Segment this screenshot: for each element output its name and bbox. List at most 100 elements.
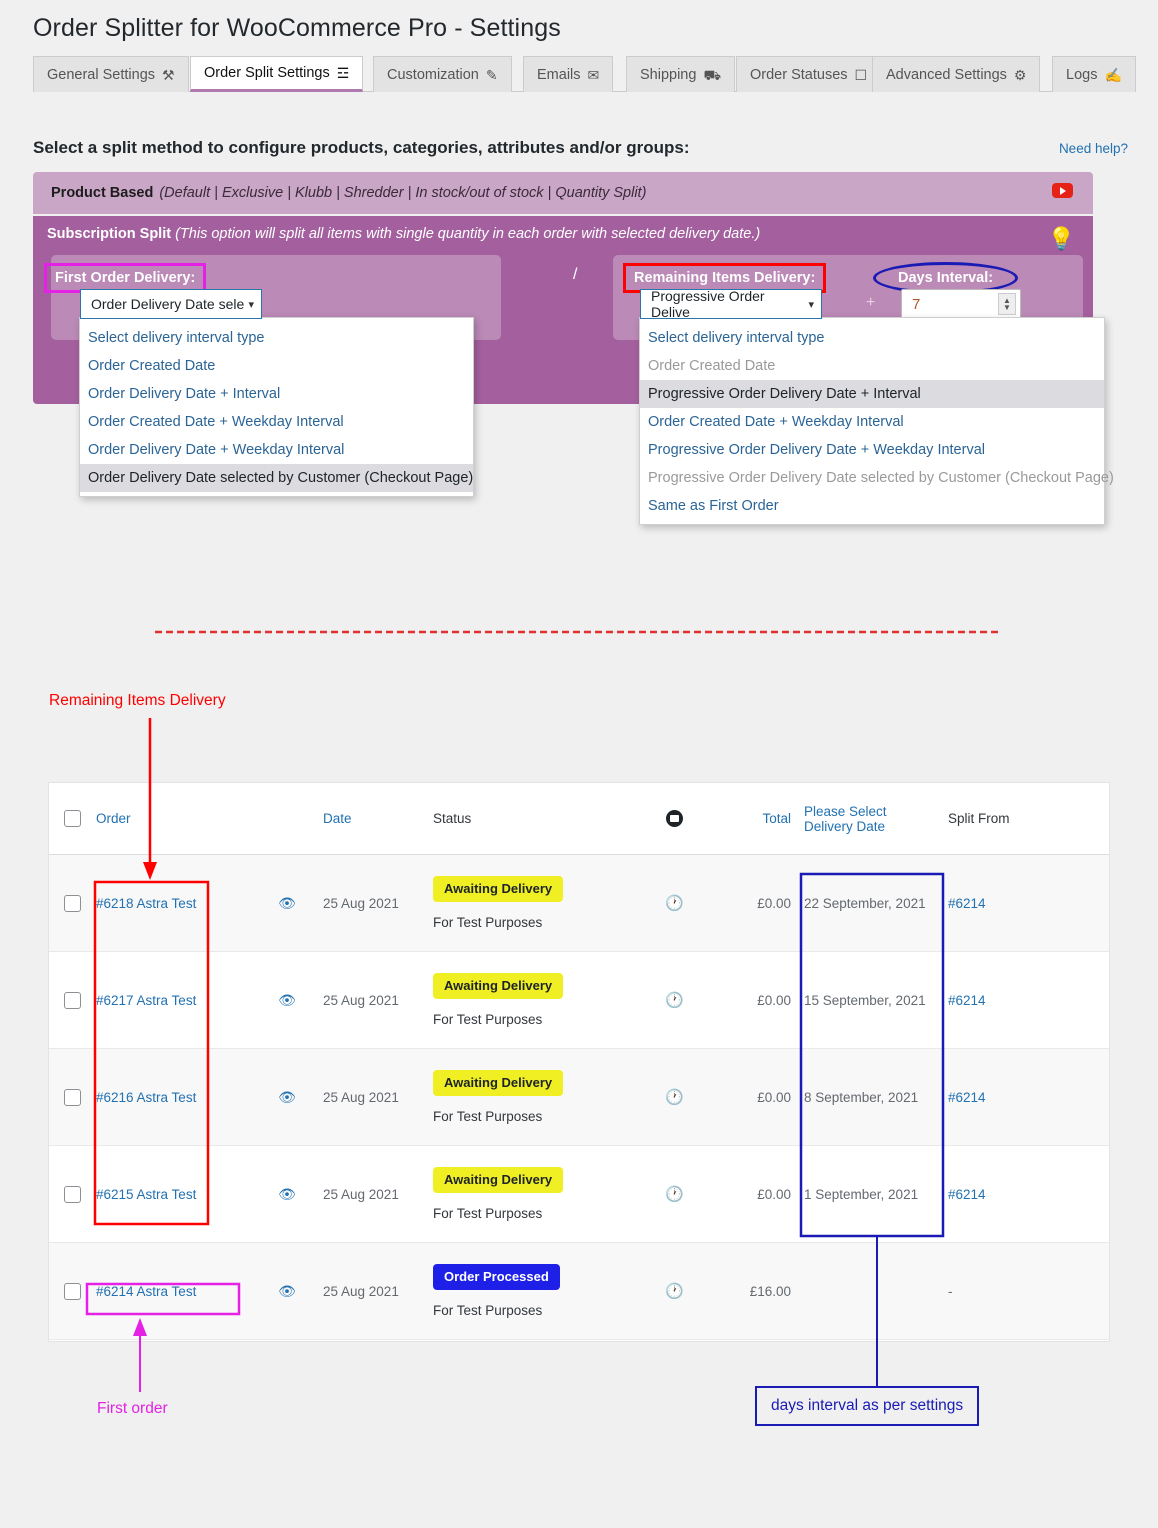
dropdown-option[interactable]: Select delivery interval type — [648, 330, 825, 346]
clock-icon[interactable]: 🕐 — [665, 895, 684, 912]
cell-date: 25 Aug 2021 — [323, 992, 399, 1008]
cell-delivery-date[interactable]: 8 September, 2021 — [804, 1089, 919, 1105]
cell-history: 🕐 — [633, 1185, 716, 1203]
row-checkbox[interactable] — [64, 991, 81, 1009]
column-header-split-from[interactable]: Split From — [948, 811, 1010, 826]
need-help-link[interactable]: Need help? — [1058, 141, 1128, 156]
tab-order-statuses[interactable]: Order Statuses ☐ — [736, 56, 882, 92]
row-checkbox[interactable] — [64, 1088, 81, 1106]
stepper-down-icon[interactable]: ▼ — [1003, 303, 1011, 312]
cell-order: #6214 Astra Test — [96, 1284, 251, 1299]
row-checkbox-cell — [49, 894, 96, 912]
eye-icon[interactable]: 👁 — [278, 991, 296, 1008]
lightbulb-icon[interactable]: 💡 — [1047, 226, 1075, 251]
column-header-status[interactable]: Status — [433, 811, 472, 826]
first-order-delivery-dropdown[interactable]: Select delivery interval type Order Creat… — [79, 317, 474, 497]
remaining-items-delivery-select[interactable]: Progressive Order Delive ▾ — [640, 288, 822, 320]
row-checkbox-cell — [49, 1282, 96, 1300]
cell-split-from: #6214 — [937, 993, 1057, 1008]
truck-icon: ⛟ — [703, 66, 722, 83]
status-note: For Test Purposes — [433, 1012, 543, 1028]
table-row: #6218 Astra Test 👁 25 Aug 2021 Awaiting Del… — [49, 855, 1109, 952]
tab-order-split-settings[interactable]: Order Split Settings ☲ — [190, 56, 364, 92]
tab-logs[interactable]: Logs ✍ — [1052, 56, 1136, 92]
dropdown-option[interactable]: Progressive Order Delivery Date + Interv… — [640, 380, 1104, 408]
column-header-delivery-date-line2: Delivery Date — [804, 818, 886, 834]
tab-customization[interactable]: Customization ✎ — [373, 56, 512, 92]
split-from-link[interactable]: #6214 — [948, 895, 986, 911]
dropdown-option[interactable]: Order Delivery Date selected by Customer… — [80, 464, 473, 492]
stepper-up-icon[interactable]: ▲ — [1003, 296, 1011, 305]
column-header-total[interactable]: Total — [762, 811, 791, 826]
eye-icon[interactable]: 👁 — [278, 1088, 296, 1105]
clock-icon[interactable]: 🕐 — [665, 992, 684, 1009]
dropdown-option[interactable]: Order Delivery Date + Interval — [88, 386, 281, 402]
first-order-delivery-select[interactable]: Order Delivery Date sele ▾ — [80, 289, 262, 319]
status-badge: Awaiting Delivery — [433, 875, 564, 903]
row-checkbox-cell — [49, 1185, 96, 1203]
youtube-icon[interactable] — [1052, 183, 1073, 198]
mail-icon: ✉ — [587, 66, 600, 83]
order-link[interactable]: #6214 Astra Test — [96, 1283, 197, 1299]
select-all-checkbox[interactable] — [64, 810, 81, 827]
dropdown-option[interactable]: Same as First Order — [648, 498, 779, 514]
dropdown-option[interactable]: Order Delivery Date + Weekday Interval — [88, 442, 345, 458]
tab-emails[interactable]: Emails ✉ — [523, 56, 614, 92]
split-from-link[interactable]: #6214 — [948, 992, 986, 1008]
eye-icon[interactable]: 👁 — [278, 894, 296, 911]
days-interval-input[interactable]: 7 ▲ ▼ — [901, 289, 1021, 319]
eye-icon[interactable]: 👁 — [278, 1185, 296, 1202]
cell-delivery-date[interactable]: 22 September, 2021 — [804, 895, 926, 911]
split-from-link[interactable]: #6214 — [948, 1186, 986, 1202]
remaining-items-delivery-dropdown[interactable]: Select delivery interval type Order Creat… — [639, 317, 1114, 525]
days-interval-stepper[interactable]: ▲ ▼ — [998, 293, 1016, 315]
panel-product-based[interactable]: Product Based (Default | Exclusive | Klu… — [33, 172, 1093, 214]
column-header-delivery-date[interactable]: Please Select Delivery Date — [791, 804, 937, 834]
row-checkbox[interactable] — [64, 1185, 81, 1203]
tab-advanced-settings[interactable]: Advanced Settings ⚙ — [872, 56, 1041, 92]
dropdown-option: Progressive Order Delivery Date selected… — [648, 470, 1114, 486]
eye-icon[interactable]: 👁 — [278, 1282, 296, 1299]
order-link[interactable]: #6218 Astra Test — [96, 895, 197, 911]
cell-preview: 👁 — [251, 895, 323, 912]
cell-delivery-date[interactable]: 15 September, 2021 — [804, 992, 926, 1008]
cell-history: 🕐 — [633, 1088, 716, 1106]
order-link[interactable]: #6216 Astra Test — [96, 1089, 197, 1105]
clock-icon[interactable]: 🕐 — [665, 1283, 684, 1300]
cell-delivery-date[interactable]: 1 September, 2021 — [804, 1186, 919, 1202]
column-header-delivery-date-line1: Please Select — [804, 803, 887, 819]
cell-split-from: #6214 — [937, 1090, 1057, 1105]
log-icon: ✍ — [1104, 66, 1122, 83]
split-from-value: - — [948, 1283, 953, 1299]
chevron-down-icon: ▾ — [248, 298, 254, 311]
cell-split-from: #6214 — [937, 896, 1057, 911]
dropdown-option[interactable]: Order Created Date + Weekday Interval — [88, 414, 344, 430]
panel-product-based-title: Product Based — [51, 185, 154, 201]
cell-date: 25 Aug 2021 — [323, 1186, 399, 1202]
cell-order: #6217 Astra Test — [96, 993, 251, 1008]
column-header-order[interactable]: Order — [96, 811, 131, 826]
tab-label: Advanced Settings — [886, 66, 1007, 83]
order-link[interactable]: #6215 Astra Test — [96, 1186, 197, 1202]
row-checkbox[interactable] — [64, 1282, 81, 1300]
dropdown-option[interactable]: Progressive Order Delivery Date + Weekda… — [648, 442, 985, 458]
tab-general-settings[interactable]: General Settings ⚒ — [33, 56, 189, 92]
status-badge: Order Processed — [433, 1263, 560, 1291]
tab-label: Emails — [537, 66, 581, 83]
clock-icon[interactable]: 🕐 — [665, 1186, 684, 1203]
table-body: #6218 Astra Test 👁 25 Aug 2021 Awaiting Del… — [49, 855, 1109, 1340]
tab-shipping[interactable]: Shipping ⛟ — [626, 56, 736, 92]
column-header-date[interactable]: Date — [323, 811, 352, 826]
settings-tab-bar: General Settings ⚒ Order Split Settings ☲ Cu… — [33, 56, 1136, 92]
cell-preview: 👁 — [251, 1186, 323, 1203]
cell-date: 25 Aug 2021 — [323, 1089, 399, 1105]
dropdown-option[interactable]: Order Created Date — [88, 358, 216, 374]
clock-icon[interactable]: 🕐 — [665, 1089, 684, 1106]
split-from-link[interactable]: #6214 — [948, 1089, 986, 1105]
cell-status: Order Processed For Test Purposes — [433, 1263, 633, 1318]
dropdown-option[interactable]: Order Created Date + Weekday Interval — [648, 414, 904, 430]
order-link[interactable]: #6217 Astra Test — [96, 992, 197, 1008]
dropdown-option[interactable]: Select delivery interval type — [88, 330, 265, 346]
first-order-delivery-value: Order Delivery Date sele — [91, 296, 245, 312]
row-checkbox[interactable] — [64, 894, 81, 912]
